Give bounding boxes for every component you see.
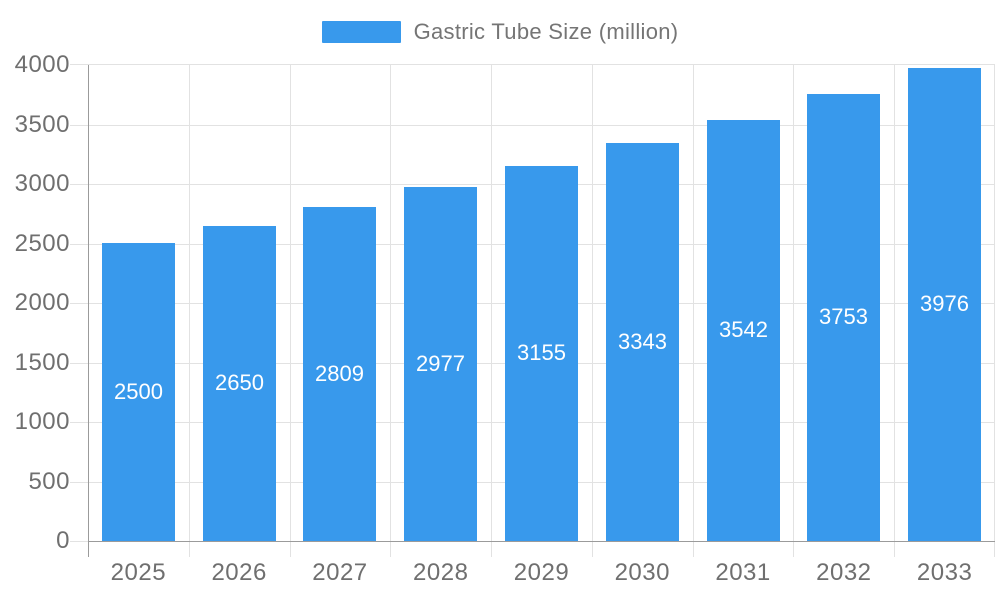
y-tick-label: 1000 — [14, 408, 70, 435]
y-tick-label: 2000 — [14, 289, 70, 316]
bar-value-label: 3542 — [719, 317, 768, 342]
y-tick-label: 500 — [28, 467, 70, 495]
y-tick-label: 2500 — [14, 229, 70, 257]
bar-2026[interactable]: 2650 — [203, 226, 276, 541]
bar-value-label: 2500 — [114, 379, 163, 404]
y-tick-label: 3000 — [14, 170, 70, 197]
bar-value-label: 3155 — [517, 340, 566, 365]
x-tick-label: 2027 — [312, 559, 368, 586]
gridline-vertical — [592, 65, 593, 557]
x-tick-label: 2026 — [211, 559, 267, 586]
gridline-vertical — [290, 65, 291, 557]
bar-2027[interactable]: 2809 — [303, 207, 376, 541]
x-tick-label: 2031 — [715, 559, 771, 586]
x-tick-label: 2028 — [413, 559, 469, 586]
bar-2032[interactable]: 3753 — [807, 94, 880, 541]
bar-value-label: 3753 — [819, 304, 868, 329]
bar-2030[interactable]: 3343 — [606, 143, 679, 541]
gridline-horizontal — [70, 64, 995, 65]
x-axis-line — [88, 541, 995, 542]
legend-label: Gastric Tube Size (million) — [413, 19, 679, 44]
bar-2033[interactable]: 3976 — [908, 68, 981, 541]
bar-value-label: 2977 — [416, 351, 465, 376]
y-axis-line — [88, 65, 89, 557]
y-tick-label: 3500 — [14, 110, 70, 138]
gridline-vertical — [894, 65, 895, 557]
x-tick-label: 2025 — [110, 559, 167, 586]
x-tick-label: 2029 — [513, 559, 570, 586]
bar-2028[interactable]: 2977 — [404, 187, 477, 541]
plot-area: 2500 2650 2809 2977 3155 3343 3542 3753 3976 — [70, 64, 995, 557]
x-tick-label: 2033 — [916, 559, 973, 586]
gridline-vertical — [189, 65, 190, 557]
x-tick-label: 2030 — [614, 559, 670, 586]
bar-2031[interactable]: 3542 — [707, 120, 780, 541]
gridline-vertical — [390, 65, 391, 557]
bar-2029[interactable]: 3155 — [505, 166, 578, 541]
gridline-vertical — [793, 65, 794, 557]
legend-swatch — [321, 21, 401, 43]
bar-value-label: 2809 — [315, 361, 364, 386]
y-tick-label: 0 — [56, 527, 70, 554]
gridline-horizontal — [70, 124, 995, 126]
gridline-vertical — [994, 65, 995, 557]
y-tick-label: 1500 — [14, 348, 70, 376]
gridline-vertical — [693, 65, 694, 557]
gridline-vertical — [491, 65, 492, 557]
bar-2025[interactable]: 2500 — [102, 243, 175, 541]
bar-value-label: 3976 — [920, 291, 969, 316]
bar-value-label: 3343 — [618, 329, 667, 354]
bar-value-label: 2650 — [215, 370, 264, 395]
x-tick-label: 2032 — [816, 559, 872, 586]
chart-legend[interactable]: Gastric Tube Size (million) — [0, 16, 1000, 48]
y-tick-label: 4000 — [14, 51, 70, 78]
